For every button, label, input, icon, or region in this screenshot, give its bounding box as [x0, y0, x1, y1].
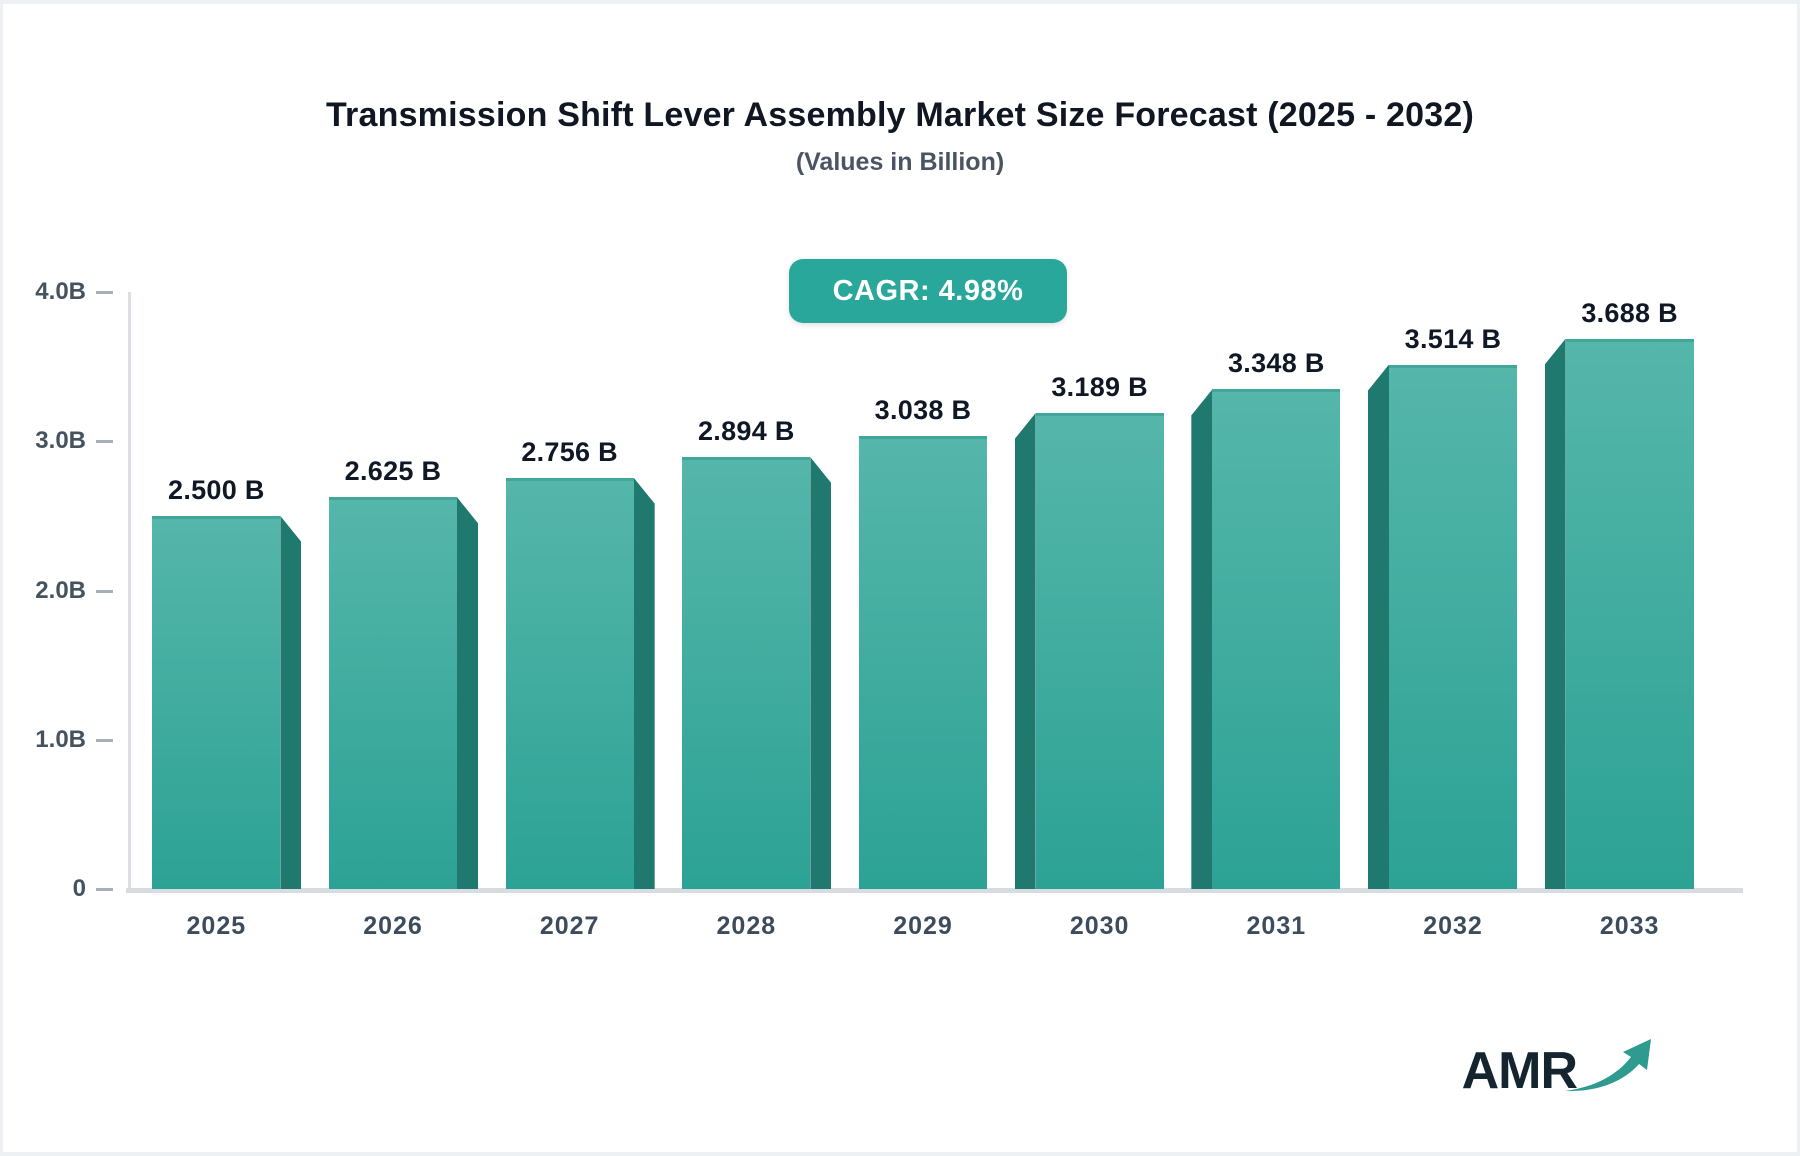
bar-2031 — [1212, 389, 1341, 889]
bar-value-label: 2.625 B — [344, 456, 442, 487]
bar-value-label: 2.894 B — [697, 416, 795, 447]
x-axis-label-2025: 2025 — [186, 912, 247, 940]
y-tick-label: 3.0B — [35, 427, 86, 455]
bar-side-2031 — [1191, 389, 1213, 889]
growth-arrow-icon — [1565, 1039, 1651, 1092]
bar-2025 — [152, 515, 281, 889]
x-axis-label-2030: 2030 — [1069, 912, 1130, 940]
chart-subtitle: (Values in Billion) — [795, 148, 1005, 176]
bar-2030 — [1035, 413, 1164, 889]
bar-value-label: 2.500 B — [168, 474, 265, 505]
bar-side-2032 — [1368, 364, 1389, 889]
bar-2027 — [505, 477, 634, 889]
bar-2026 — [329, 497, 457, 889]
cagr-badge-label: CAGR: 4.98% — [832, 274, 1024, 307]
y-tick-label: 1.0B — [35, 725, 86, 753]
amr-logo: AMR — [1462, 1036, 1655, 1106]
bar-value-label: 3.514 B — [1404, 323, 1502, 354]
x-axis-label-2028: 2028 — [716, 912, 777, 940]
plot-area: 0 1.0B 2.0B 3.0B 4.0B 2.500 B 2025 2.625 B 2026 2… — [35, 278, 1743, 940]
x-axis-baseline — [126, 888, 1743, 893]
bar-value-label: 3.038 B — [874, 394, 972, 425]
y-tick-dash — [96, 738, 113, 742]
y-tick-dash — [96, 291, 113, 294]
bar-value-label: 3.688 B — [1581, 297, 1678, 328]
cagr-badge: CAGR: 4.98% — [789, 259, 1067, 323]
y-tick-label: 2.0B — [35, 576, 86, 604]
y-tick-label: 4.0B — [35, 278, 86, 305]
chart-title: Transmission Shift Lever Assembly Market… — [325, 96, 1475, 134]
bar-side-2027 — [633, 477, 655, 889]
amr-logo-text: AMR — [1461, 1042, 1578, 1100]
bar-2029 — [859, 435, 987, 889]
x-axis-label-2027: 2027 — [539, 912, 600, 940]
bar-2033 — [1565, 338, 1694, 889]
y-tick-dash — [96, 589, 113, 593]
bar-side-2026 — [457, 497, 478, 889]
bar-side-2025 — [280, 515, 302, 889]
bar-side-2030 — [1014, 413, 1036, 889]
x-axis-label-2029: 2029 — [893, 912, 953, 940]
x-axis-label-2033: 2033 — [1599, 912, 1660, 940]
bar-2032 — [1389, 364, 1517, 889]
y-tick-dash — [96, 888, 113, 891]
chart-card: Transmission Shift Lever Assembly Market… — [3, 4, 1797, 1152]
bar-value-label: 3.189 B — [1051, 372, 1148, 403]
bar-value-label: 2.756 B — [521, 436, 618, 467]
bar-value-label: 3.348 B — [1227, 348, 1325, 379]
x-axis-label-2026: 2026 — [363, 912, 423, 940]
y-axis-line — [128, 292, 131, 891]
y-tick-dash — [96, 440, 113, 444]
y-tick-label: 0 — [72, 875, 86, 902]
x-axis-label-2031: 2031 — [1246, 912, 1307, 940]
bar-2028 — [682, 457, 811, 889]
bar-side-2028 — [810, 457, 832, 889]
x-axis-label-2032: 2032 — [1423, 912, 1483, 940]
bar-side-2033 — [1544, 338, 1566, 889]
